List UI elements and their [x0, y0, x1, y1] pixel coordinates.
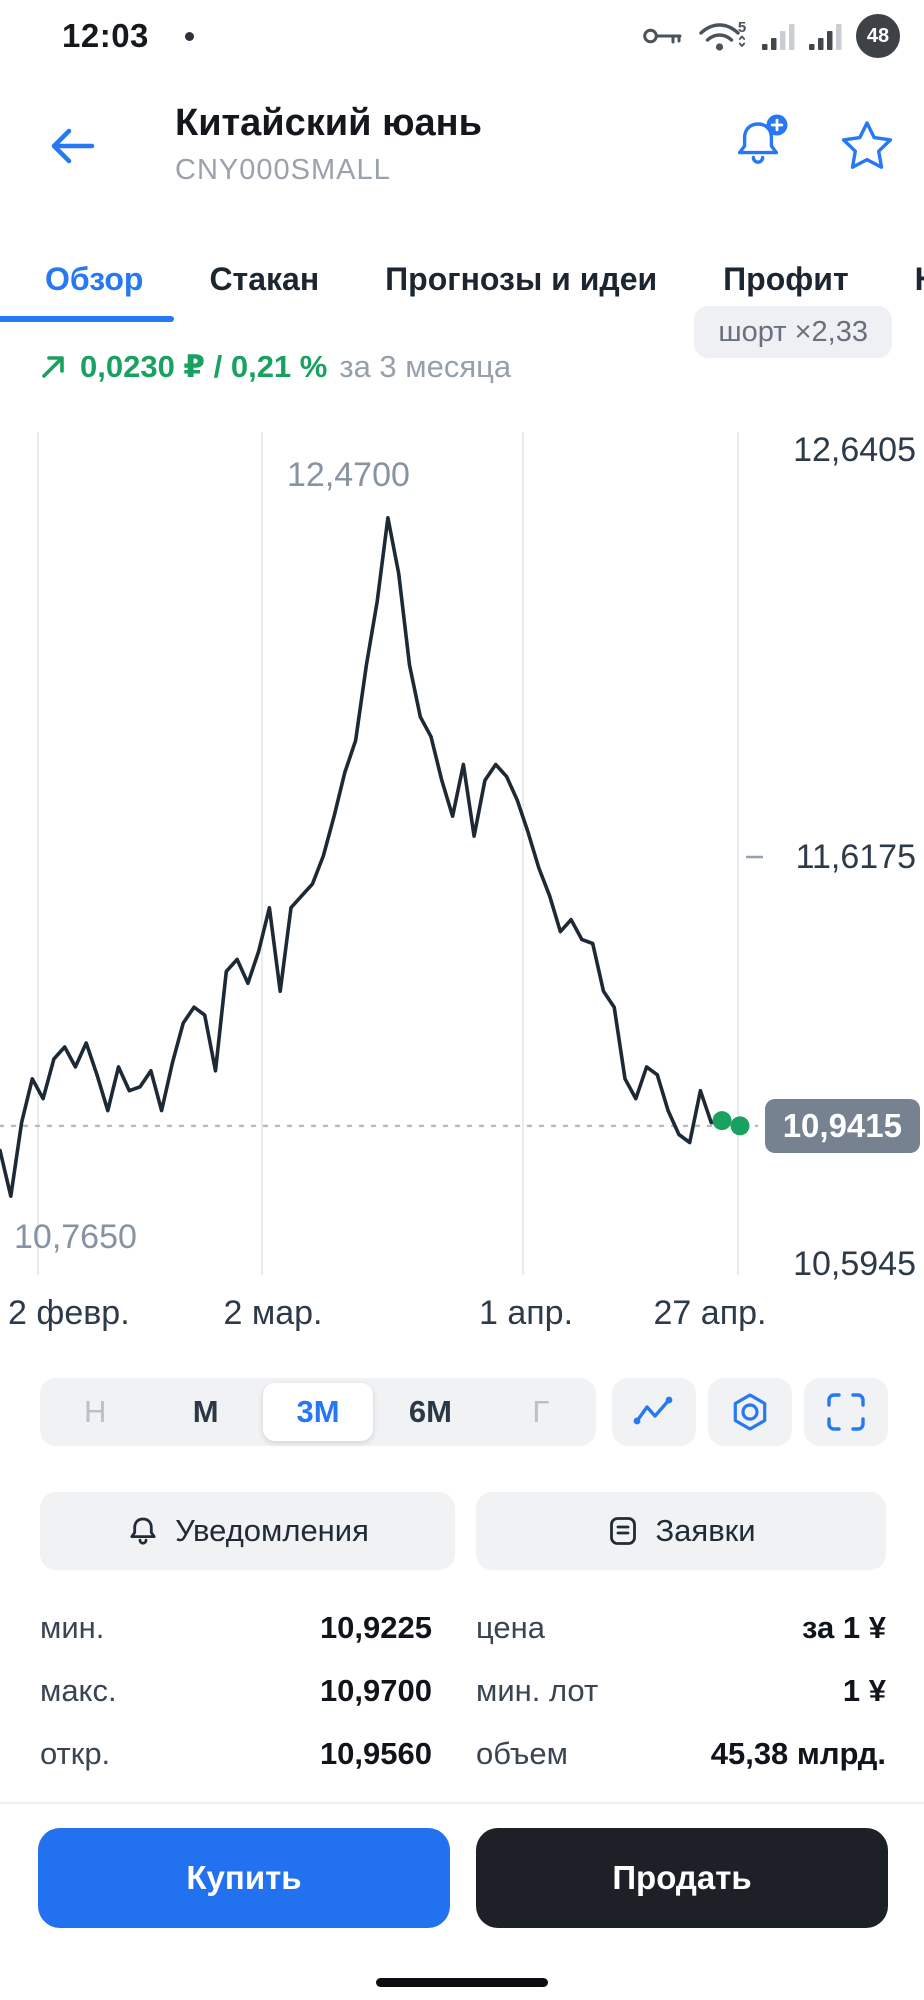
stat-value: 45,38 млрд.	[710, 1735, 886, 1771]
tab-news[interactable]: Но	[915, 248, 924, 320]
stat-value: 1 ¥	[842, 1672, 886, 1708]
stat-row-open: откр. 10,9560	[40, 1722, 432, 1785]
instrument-ticker: CNY000SMALL	[175, 154, 391, 186]
short-leverage-badge[interactable]: шорт ×2,33	[694, 306, 892, 358]
wifi-generation-badge: 5	[738, 19, 746, 36]
tab-profit[interactable]: Профит	[723, 261, 849, 297]
cellular-signal-sim1-icon	[762, 24, 795, 50]
y-axis-label-bottom: 10,5945	[793, 1245, 916, 1283]
notifications-label: Уведомления	[175, 1513, 369, 1548]
status-bar: 12:03 5	[0, 0, 924, 72]
stat-label: макс.	[40, 1672, 117, 1708]
tab-bar: Обзор Стакан Прогнозы и идеи Профит Но	[0, 248, 924, 320]
price-chart-area[interactable]: 12,4700 10,7650 12,6405 11,6175 10,5945 …	[0, 430, 924, 1292]
orders-button[interactable]: Заявки	[476, 1492, 886, 1570]
clock: 12:03	[62, 17, 149, 54]
section-divider	[0, 1802, 924, 1804]
chart-min-annotation: 10,7650	[14, 1218, 137, 1256]
price-line	[0, 516, 724, 1199]
price-chart-svg[interactable]	[0, 430, 924, 1292]
x-axis-label: 2 мар.	[223, 1294, 323, 1332]
favorite-button[interactable]	[838, 118, 896, 179]
stat-label: откр.	[40, 1735, 111, 1771]
back-arrow-icon	[51, 128, 95, 164]
stat-value: за 1 ¥	[802, 1609, 886, 1645]
stat-label: цена	[476, 1609, 546, 1645]
sell-button[interactable]: Продать	[476, 1828, 888, 1928]
price-change-period: за 3 месяца	[339, 349, 512, 384]
fullscreen-button[interactable]	[804, 1378, 888, 1446]
period-month[interactable]: М	[192, 1394, 219, 1429]
wifi-icon: 5	[699, 19, 746, 51]
x-axis-label: 2 февр.	[8, 1294, 130, 1332]
trend-up-arrow-icon	[42, 356, 64, 378]
tab-orderbook[interactable]: Стакан	[209, 261, 320, 297]
orders-label: Заявки	[655, 1513, 756, 1548]
stat-label: мин.	[40, 1609, 105, 1645]
star-icon	[841, 121, 893, 169]
stat-label: мин. лот	[476, 1672, 599, 1708]
y-axis-label-top: 12,6405	[793, 431, 916, 469]
stat-row-min-lot: мин. лот 1 ¥	[476, 1659, 886, 1722]
price-change-row: 0,0230 ₽ / 0,21 % за 3 месяца	[38, 346, 511, 388]
period-6m[interactable]: 6М	[408, 1394, 452, 1429]
instrument-title: Китайский юань	[175, 102, 482, 144]
fullscreen-icon	[827, 1393, 865, 1431]
notification-dot	[184, 31, 194, 41]
chart-settings-button[interactable]	[708, 1378, 792, 1446]
notifications-button[interactable]: Уведомления	[40, 1492, 455, 1570]
period-3m[interactable]: 3М	[262, 1383, 374, 1441]
tab-forecasts[interactable]: Прогнозы и идеи	[385, 261, 658, 297]
indicator-settings-icon	[733, 1393, 767, 1431]
stat-value: 10,9560	[319, 1735, 432, 1771]
bell-add-icon	[737, 114, 788, 164]
status-icons: 5 48	[642, 14, 900, 58]
last-point-dot	[712, 1111, 732, 1131]
stat-row-volume: объем 45,38 млрд.	[476, 1722, 886, 1785]
tab-overview[interactable]: Обзор	[45, 261, 144, 297]
current-price-dot	[730, 1116, 750, 1136]
battery-indicator: 48	[856, 14, 900, 58]
stats-left-column: мин. 10,9225 макс. 10,9700 откр. 10,9560	[40, 1596, 432, 1785]
stat-value: 10,9225	[319, 1609, 432, 1645]
key-icon	[643, 28, 682, 44]
back-button[interactable]	[48, 124, 100, 168]
period-year[interactable]: Г	[532, 1394, 550, 1429]
active-tab-indicator	[0, 316, 174, 322]
price-change-value: 0,0230 ₽ / 0,21 %	[80, 349, 328, 384]
battery-percent: 48	[866, 24, 890, 47]
y-axis-label-mid: 11,6175	[795, 838, 916, 876]
stat-label: объем	[476, 1735, 568, 1771]
bell-icon	[130, 1517, 156, 1545]
stat-row-price-per: цена за 1 ¥	[476, 1596, 886, 1659]
price-alert-button[interactable]	[730, 112, 792, 175]
orders-document-icon	[610, 1517, 637, 1545]
chart-type-button[interactable]	[612, 1378, 696, 1446]
stat-value: 10,9700	[319, 1672, 432, 1708]
line-chart-icon	[633, 1396, 673, 1425]
period-selector: Н М 3М 6М Г	[40, 1378, 596, 1446]
stats-right-column: цена за 1 ¥ мин. лот 1 ¥ объем 45,38 млр…	[476, 1596, 886, 1785]
current-price-badge: 10,9415	[764, 1099, 920, 1153]
chart-max-annotation: 12,4700	[287, 456, 410, 494]
home-indicator[interactable]	[376, 1978, 548, 1987]
x-axis-label: 27 апр.	[653, 1294, 767, 1332]
cellular-signal-sim2-icon	[809, 24, 842, 50]
x-axis-label: 1 апр.	[478, 1294, 574, 1332]
stat-row-max: макс. 10,9700	[40, 1659, 432, 1722]
buy-button[interactable]: Купить	[38, 1828, 450, 1928]
stat-row-min: мин. 10,9225	[40, 1596, 432, 1659]
period-week[interactable]: Н	[84, 1394, 107, 1429]
